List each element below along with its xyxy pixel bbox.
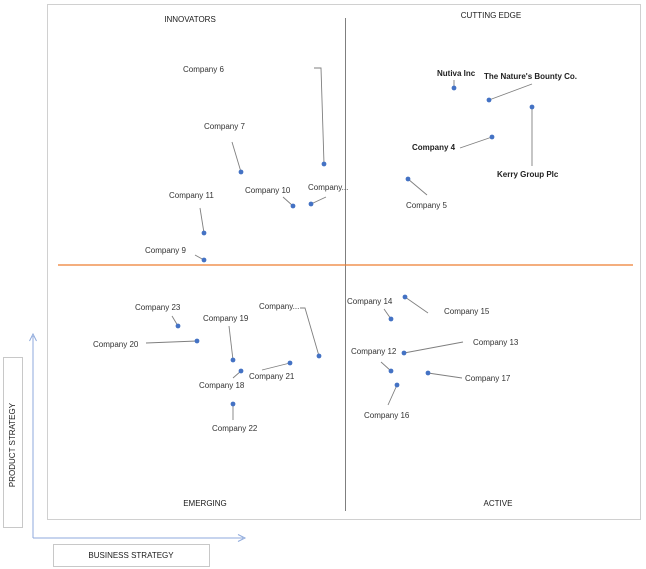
- point-label-company-20: Company 20: [93, 340, 139, 349]
- leader-line-company-17: [427, 372, 463, 379]
- point-company-12: [388, 368, 394, 374]
- leader-line-company-7: [231, 141, 242, 173]
- point-company: [316, 353, 322, 359]
- point-labels: Company 6 Company 7 Company 11 Company 10 Co…: [93, 65, 577, 433]
- point-company-11: [201, 230, 207, 236]
- point-kerry-group-plc: [529, 104, 535, 110]
- point-nutiva-inc: [451, 85, 457, 91]
- point-company-7: [238, 169, 244, 175]
- leader-line-company: [300, 307, 320, 357]
- quadrant-label-cutting-edge: CUTTING EDGE: [461, 11, 521, 20]
- x-axis-label-box: [53, 544, 210, 567]
- leader-line-company-4: [459, 136, 493, 149]
- point-label-company: Company...: [259, 302, 299, 311]
- point-company-9: [201, 257, 207, 263]
- leader-line-company-20: [145, 340, 198, 344]
- point-label-company-11: Company 11: [169, 191, 214, 200]
- y-axis-arrowhead: [29, 332, 37, 342]
- point-label-company-5: Company 5: [406, 201, 447, 210]
- point-label-company-21: Company 21: [249, 372, 295, 381]
- point-company-15: [402, 294, 408, 300]
- leader-line-company-11: [199, 207, 205, 234]
- y-axis-label: PRODUCT STRATEGY: [8, 402, 17, 487]
- leader-line-company-15: [404, 296, 429, 314]
- point-company-21: [287, 360, 293, 366]
- leader-line-company-19: [228, 325, 234, 361]
- point-company-13: [401, 350, 407, 356]
- leader-line-company-21: [261, 362, 291, 371]
- leader-line-company: [310, 196, 327, 205]
- quadrant-label-emerging: EMERGING: [183, 499, 227, 508]
- point-label-company-13: Company 13: [473, 338, 519, 347]
- point-company-18: [238, 368, 244, 374]
- point-label-company-12: Company 12: [351, 347, 397, 356]
- point-label-company-14: Company 14: [347, 297, 393, 306]
- point-company-10: [290, 203, 296, 209]
- y-axis-label-box: [3, 357, 23, 528]
- point-label-company-9: Company 9: [145, 246, 186, 255]
- leader-line-the-nature-s-bounty-co: [488, 83, 533, 101]
- point-label-company-15: Company 15: [444, 307, 490, 316]
- point-label-nutiva-inc: Nutiva Inc: [437, 69, 476, 78]
- point-company-19: [230, 357, 236, 363]
- point-label-company: Company...: [308, 183, 348, 192]
- point-label-company-16: Company 16: [364, 411, 410, 420]
- point-label-company-22: Company 22: [212, 424, 258, 433]
- point-label-company-7: Company 7: [204, 122, 245, 131]
- point-company-4: [489, 134, 495, 140]
- point-label-company-17: Company 17: [465, 374, 511, 383]
- point-company-22: [230, 401, 236, 407]
- x-axis-label: BUSINESS STRATEGY: [88, 551, 174, 560]
- point-company-17: [425, 370, 431, 376]
- point-company-20: [194, 338, 200, 344]
- data-points: [175, 85, 535, 407]
- leader-line-company-6: [314, 67, 325, 165]
- point-label-company-10: Company 10: [245, 186, 291, 195]
- point-label-company-18: Company 18: [199, 381, 245, 390]
- point-label-company-19: Company 19: [203, 314, 249, 323]
- point-company-5: [405, 176, 411, 182]
- point-company-16: [394, 382, 400, 388]
- point-label-company-6: Company 6: [183, 65, 224, 74]
- x-axis-arrowhead: [237, 534, 247, 542]
- point-label-company-23: Company 23: [135, 303, 181, 312]
- point-label-kerry-group-plc: Kerry Group Plc: [497, 170, 559, 179]
- point-company-14: [388, 316, 394, 322]
- leader-line-company-13: [403, 341, 464, 354]
- point-the-nature-s-bounty-co: [486, 97, 492, 103]
- point-label-company-4: Company 4: [412, 143, 456, 152]
- leader-line-company-16: [387, 384, 398, 406]
- leader-lines: [145, 67, 533, 420]
- point-company: [308, 201, 314, 207]
- leader-line-company-5: [407, 178, 428, 196]
- quadrant-label-active: ACTIVE: [484, 499, 513, 508]
- point-company-23: [175, 323, 181, 329]
- point-label-the-nature-s-bounty-co: The Nature's Bounty Co.: [484, 72, 577, 81]
- point-company-6: [321, 161, 327, 167]
- plot-frame: [47, 4, 641, 520]
- quadrant-label-innovators: INNOVATORS: [164, 15, 216, 24]
